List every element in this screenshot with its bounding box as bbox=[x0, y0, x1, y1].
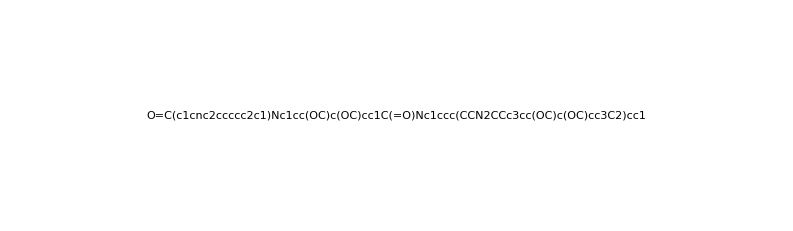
Text: O=C(c1cnc2ccccc2c1)Nc1cc(OC)c(OC)cc1C(=O)Nc1ccc(CCN2CCc3cc(OC)c(OC)cc3C2)cc1: O=C(c1cnc2ccccc2c1)Nc1cc(OC)c(OC)cc1C(=O… bbox=[147, 110, 646, 121]
